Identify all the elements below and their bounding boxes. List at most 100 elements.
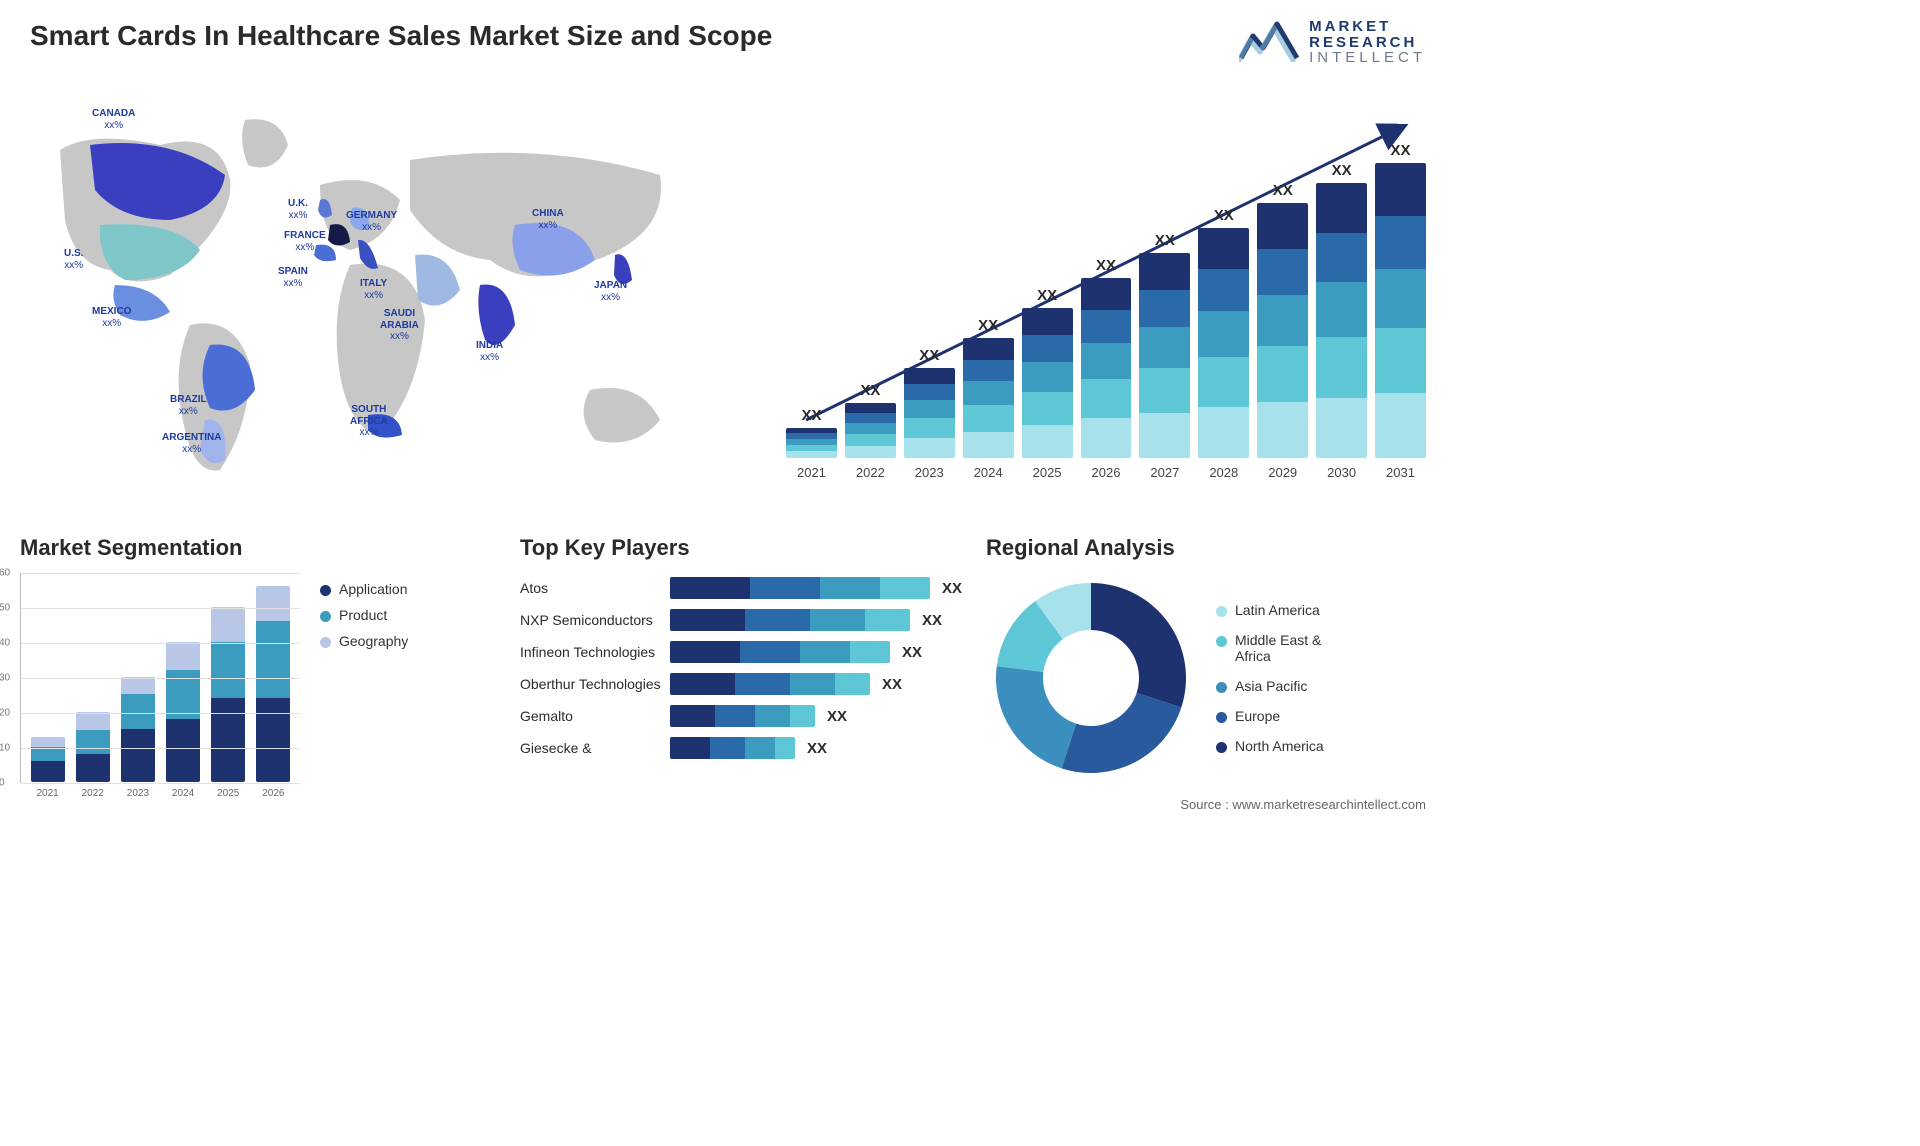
donut-slice xyxy=(996,666,1076,768)
player-value: XX xyxy=(882,676,902,693)
legend-item: North America xyxy=(1216,738,1324,754)
map-country-label: ARGENTINAxx% xyxy=(162,432,221,455)
seg-ytick: 20 xyxy=(0,707,10,718)
map-country-label: INDIAxx% xyxy=(476,340,503,363)
player-row: Atos XX xyxy=(520,573,970,603)
map-country-label: BRAZILxx% xyxy=(170,394,207,417)
forecast-year-label: 2027 xyxy=(1139,465,1190,480)
player-bar xyxy=(670,737,795,759)
forecast-bar-value: XX xyxy=(1332,162,1352,179)
forecast-bar: XX xyxy=(1022,287,1073,458)
forecast-bar-value: XX xyxy=(860,382,880,399)
seg-year-label: 2021 xyxy=(31,788,65,799)
forecast-bar: XX xyxy=(963,317,1014,458)
player-value: XX xyxy=(922,612,942,629)
segmentation-panel: Market Segmentation 20212022202320242025… xyxy=(20,535,480,783)
forecast-bar-value: XX xyxy=(919,347,939,364)
forecast-year-label: 2023 xyxy=(904,465,955,480)
legend-item: Asia Pacific xyxy=(1216,678,1324,694)
legend-item: Product xyxy=(320,607,408,623)
player-value: XX xyxy=(902,644,922,661)
map-country-label: CANADAxx% xyxy=(92,108,135,131)
source-text: Source : www.marketresearchintellect.com xyxy=(1180,797,1426,812)
forecast-bar: XX xyxy=(1081,257,1132,458)
segmentation-title: Market Segmentation xyxy=(20,535,480,561)
logo-text-3: INTELLECT xyxy=(1309,50,1426,66)
forecast-bar: XX xyxy=(1198,207,1249,458)
seg-ytick: 50 xyxy=(0,602,10,613)
logo-mark-icon xyxy=(1239,18,1299,67)
regional-donut xyxy=(986,573,1196,783)
forecast-bar: XX xyxy=(1257,182,1308,458)
segmentation-bar xyxy=(256,586,290,782)
player-name: Oberthur Technologies xyxy=(520,676,670,692)
legend-item: Middle East &Africa xyxy=(1216,632,1324,664)
forecast-bar: XX xyxy=(904,347,955,458)
seg-year-label: 2024 xyxy=(166,788,200,799)
player-bar xyxy=(670,673,870,695)
forecast-bar-value: XX xyxy=(1037,287,1057,304)
segmentation-bar xyxy=(31,737,65,783)
logo-text-1: MARKET xyxy=(1309,19,1426,35)
seg-year-label: 2022 xyxy=(76,788,110,799)
forecast-year-label: 2028 xyxy=(1198,465,1249,480)
segmentation-chart: 202120222023202420252026 0102030405060 xyxy=(20,573,300,783)
player-row: Infineon Technologies XX xyxy=(520,637,970,667)
player-bar xyxy=(670,609,910,631)
forecast-bar-value: XX xyxy=(1391,142,1411,159)
forecast-year-label: 2031 xyxy=(1375,465,1426,480)
donut-slice xyxy=(1091,583,1186,707)
regional-panel: Regional Analysis Latin AmericaMiddle Ea… xyxy=(986,535,1426,783)
player-row: NXP Semiconductors XX xyxy=(520,605,970,635)
player-name: Giesecke & xyxy=(520,740,670,756)
segmentation-legend: ApplicationProductGeography xyxy=(320,581,408,783)
page-title: Smart Cards In Healthcare Sales Market S… xyxy=(30,20,772,52)
player-bar xyxy=(670,577,930,599)
world-map-panel: CANADAxx%U.S.xx%MEXICOxx%BRAZILxx%ARGENT… xyxy=(20,90,720,490)
segmentation-bar xyxy=(76,712,110,782)
player-value: XX xyxy=(807,740,827,757)
forecast-bar-value: XX xyxy=(801,407,821,424)
forecast-bar-value: XX xyxy=(978,317,998,334)
player-value: XX xyxy=(827,708,847,725)
map-country-label: ITALYxx% xyxy=(360,278,387,301)
forecast-chart: XXXXXXXXXXXXXXXXXXXXXX 20212022202320242… xyxy=(786,100,1426,480)
forecast-year-label: 2026 xyxy=(1081,465,1132,480)
forecast-bar-value: XX xyxy=(1214,207,1234,224)
forecast-bar-value: XX xyxy=(1155,232,1175,249)
players-title: Top Key Players xyxy=(520,535,970,561)
forecast-year-label: 2021 xyxy=(786,465,837,480)
forecast-bar-value: XX xyxy=(1096,257,1116,274)
player-name: NXP Semiconductors xyxy=(520,612,670,628)
regional-title: Regional Analysis xyxy=(986,535,1426,561)
player-row: Oberthur Technologies XX xyxy=(520,669,970,699)
brand-logo: MARKET RESEARCH INTELLECT xyxy=(1239,18,1426,67)
player-row: Giesecke & XX xyxy=(520,733,970,763)
forecast-bar: XX xyxy=(786,407,837,458)
player-value: XX xyxy=(942,580,962,597)
regional-legend: Latin AmericaMiddle East &AfricaAsia Pac… xyxy=(1216,602,1324,754)
forecast-year-label: 2029 xyxy=(1257,465,1308,480)
map-country-label: SAUDIARABIAxx% xyxy=(380,308,419,343)
forecast-bar: XX xyxy=(845,382,896,458)
player-name: Atos xyxy=(520,580,670,596)
seg-ytick: 40 xyxy=(0,637,10,648)
player-name: Infineon Technologies xyxy=(520,644,670,660)
seg-year-label: 2026 xyxy=(256,788,290,799)
forecast-bar: XX xyxy=(1375,142,1426,458)
donut-slice xyxy=(1062,693,1182,773)
forecast-year-label: 2030 xyxy=(1316,465,1367,480)
legend-item: Europe xyxy=(1216,708,1324,724)
seg-ytick: 10 xyxy=(0,743,10,754)
forecast-bar: XX xyxy=(1316,162,1367,458)
legend-item: Geography xyxy=(320,633,408,649)
forecast-year-label: 2022 xyxy=(845,465,896,480)
player-name: Gemalto xyxy=(520,708,670,724)
map-country-label: U.S.xx% xyxy=(64,248,83,271)
player-bar xyxy=(670,705,815,727)
map-country-label: SPAINxx% xyxy=(278,266,308,289)
forecast-bar-value: XX xyxy=(1273,182,1293,199)
seg-year-label: 2025 xyxy=(211,788,245,799)
map-country-label: SOUTHAFRICAxx% xyxy=(350,404,388,439)
seg-year-label: 2023 xyxy=(121,788,155,799)
